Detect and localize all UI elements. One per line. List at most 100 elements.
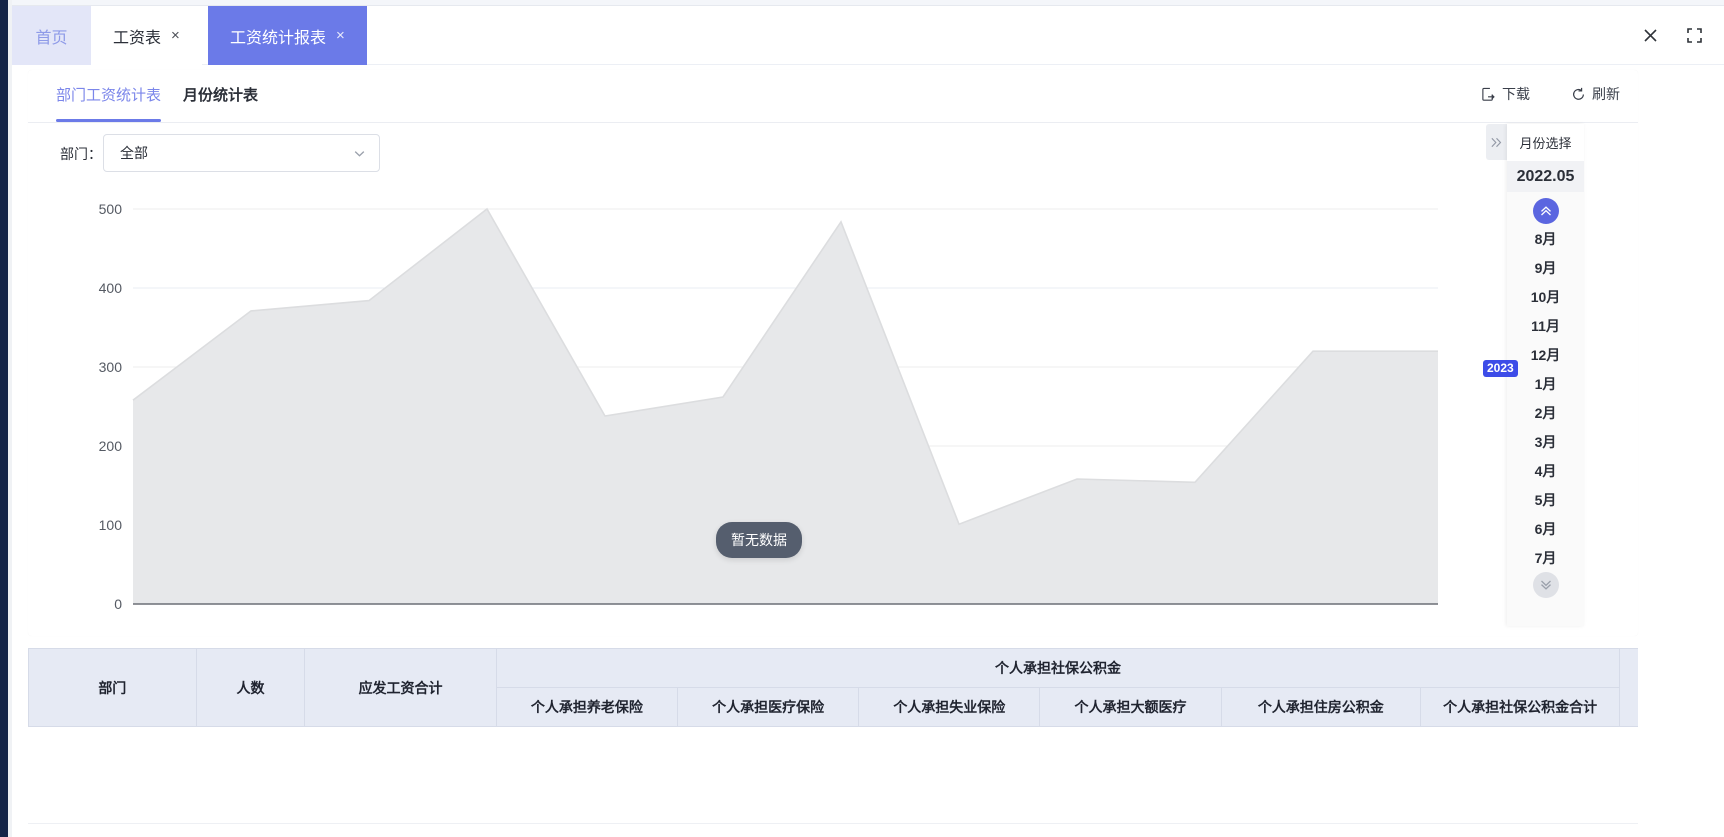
window-close-button[interactable] [1628, 6, 1672, 65]
th-gross-salary-total[interactable]: 应发工资合计 [304, 648, 497, 727]
month-item-6[interactable]: 6月 [1507, 514, 1584, 543]
month-scroll-up-button[interactable] [1532, 198, 1559, 224]
table-header-row-2: 个人承担养老保险 个人承担医疗保险 个人承担失业保险 个人承担大额医疗 个人承担… [29, 687, 1639, 727]
close-icon [1643, 29, 1657, 42]
tab-bar: 首页 工资表 × 工资统计报表 × [12, 6, 1724, 65]
month-item-8[interactable]: 8月 [1507, 224, 1584, 253]
th-personal-large-medical[interactable]: 个人承担大额医疗 [1039, 687, 1222, 727]
refresh-icon [1571, 87, 1586, 102]
month-item-5[interactable]: 5月 [1507, 485, 1584, 514]
browser-window: 首页 工资表 × 工资统计报表 × [12, 6, 1724, 837]
table-empty-cell [29, 727, 1639, 775]
year-badge: 2023 [1483, 360, 1518, 377]
month-item-4[interactable]: 4月 [1507, 456, 1584, 485]
month-item-label: 12月 [1530, 346, 1561, 363]
tab-home[interactable]: 首页 [12, 6, 91, 65]
month-item-12[interactable]: 12月 [1507, 340, 1584, 369]
table-header-row-1: 部门 人数 应发工资合计 个人承担社保公积金 公司承担 [28, 648, 1638, 727]
salary-area-chart: 500 400 300 200 100 0 暂无数据 [28, 188, 1638, 634]
active-sub-tab-indicator [56, 119, 161, 122]
svg-text:400: 400 [99, 280, 123, 296]
month-item-label: 10月 [1530, 288, 1561, 305]
month-item-label: 7月 [1534, 549, 1557, 566]
top-strip [12, 0, 1724, 6]
tab-payroll-report[interactable]: 工资统计报表 × [208, 6, 367, 65]
left-rail [0, 0, 8, 837]
month-item-9[interactable]: 9月 [1507, 253, 1584, 282]
svg-text:100: 100 [99, 517, 123, 533]
svg-text:300: 300 [99, 359, 123, 375]
sub-tab-bar: 部门工资统计表 月份统计表 下载 [28, 70, 1638, 123]
month-item-label: 11月 [1531, 317, 1560, 334]
chevron-down-icon [352, 146, 367, 166]
department-select-value: 全部 [120, 145, 148, 161]
tab-home-label: 首页 [35, 29, 68, 47]
report-table: 部门 人数 应发工资合计 个人承担社保公积金 公司承担 个人承担养老保险 个人承… [28, 648, 1638, 823]
th-personal-unemployment[interactable]: 个人承担失业保险 [858, 687, 1041, 727]
table-bottom-divider [28, 823, 1638, 824]
download-icon [1481, 87, 1496, 102]
th-department[interactable]: 部门 [28, 648, 197, 727]
th-headcount[interactable]: 人数 [195, 648, 306, 727]
th-personal-social-total[interactable]: 个人承担社保公积金合计 [1419, 687, 1621, 727]
window-fullscreen-button[interactable] [1672, 6, 1716, 65]
month-scroll-down-button[interactable] [1532, 572, 1559, 598]
department-label: 部门： [60, 146, 102, 162]
close-icon[interactable]: × [171, 27, 180, 44]
month-item-1[interactable]: 2023 1月 [1483, 360, 1584, 398]
close-icon[interactable]: × [336, 27, 345, 44]
fullscreen-icon [1686, 28, 1702, 43]
month-item-label: 6月 [1534, 520, 1557, 537]
department-select[interactable]: 全部 [103, 134, 380, 172]
sub-tab-label: 部门工资统计表 [56, 87, 162, 104]
chevron-double-up-icon [1540, 206, 1551, 216]
table-body [28, 726, 1639, 775]
chart-tooltip: 暂无数据 [716, 522, 802, 558]
th-personal-pension[interactable]: 个人承担养老保险 [495, 687, 678, 727]
refresh-label: 刷新 [1592, 86, 1620, 102]
chart-canvas: 500 400 300 200 100 0 [99, 201, 1438, 612]
month-panel-title: 月份选择 [1519, 136, 1572, 151]
month-panel-current-value: 2022.05 [1507, 161, 1584, 192]
tab-monthly-stats[interactable]: 月份统计表 [183, 84, 258, 105]
month-list[interactable]: 8月 9月 10月 11月 12月 2023 1月 [1483, 192, 1584, 626]
month-item-10[interactable]: 10月 [1507, 282, 1584, 311]
month-item-7[interactable]: 7月 [1507, 543, 1584, 572]
chart-y-tick-labels: 500 400 300 200 100 0 [99, 201, 123, 612]
svg-text:200: 200 [99, 438, 123, 454]
report-card: 部门工资统计表 月份统计表 下载 [28, 70, 1638, 636]
month-panel-toggle[interactable] [1486, 124, 1507, 160]
rail-gap [8, 0, 12, 837]
download-label: 下载 [1502, 86, 1530, 102]
chevron-double-right-icon [1491, 137, 1502, 147]
tab-department-salary-stats[interactable]: 部门工资统计表 [56, 84, 161, 105]
month-item-label: 5月 [1534, 491, 1557, 508]
month-item-label: 2月 [1534, 404, 1557, 421]
th-personal-housing-fund[interactable]: 个人承担住房公积金 [1220, 687, 1421, 727]
chart-line [132, 207, 1438, 526]
tab-payroll[interactable]: 工资表 × [91, 6, 202, 65]
tab-payroll-report-label: 工资统计报表 [230, 29, 327, 47]
svg-text:500: 500 [99, 201, 123, 217]
month-item-label: 9月 [1534, 259, 1557, 276]
month-item-label: 4月 [1534, 462, 1557, 479]
sub-tab-label: 月份统计表 [183, 87, 259, 104]
chevron-double-down-icon [1540, 580, 1551, 590]
month-item-label: 8月 [1534, 230, 1557, 247]
filter-row: 部门： 全部 [28, 123, 1638, 185]
month-item-11[interactable]: 11月 [1507, 311, 1584, 340]
tab-payroll-label: 工资表 [113, 29, 162, 47]
svg-text:0: 0 [114, 596, 122, 612]
th-company-burden[interactable]: 公司承担 [1619, 648, 1638, 727]
month-item-3[interactable]: 3月 [1507, 427, 1584, 456]
refresh-button[interactable]: 刷新 [1571, 84, 1620, 104]
download-button[interactable]: 下载 [1481, 84, 1530, 104]
th-group-personal-social-insurance: 个人承担社保公积金 [495, 648, 1621, 688]
month-select-panel: 月份选择 2022.05 8月 9月 10月 11月 [1483, 124, 1584, 626]
month-item-label: 3月 [1534, 433, 1557, 450]
th-personal-medical[interactable]: 个人承担医疗保险 [676, 687, 860, 727]
month-item-2[interactable]: 2月 [1507, 398, 1584, 427]
chart-area [133, 209, 1438, 604]
month-item-label: 1月 [1534, 375, 1557, 392]
